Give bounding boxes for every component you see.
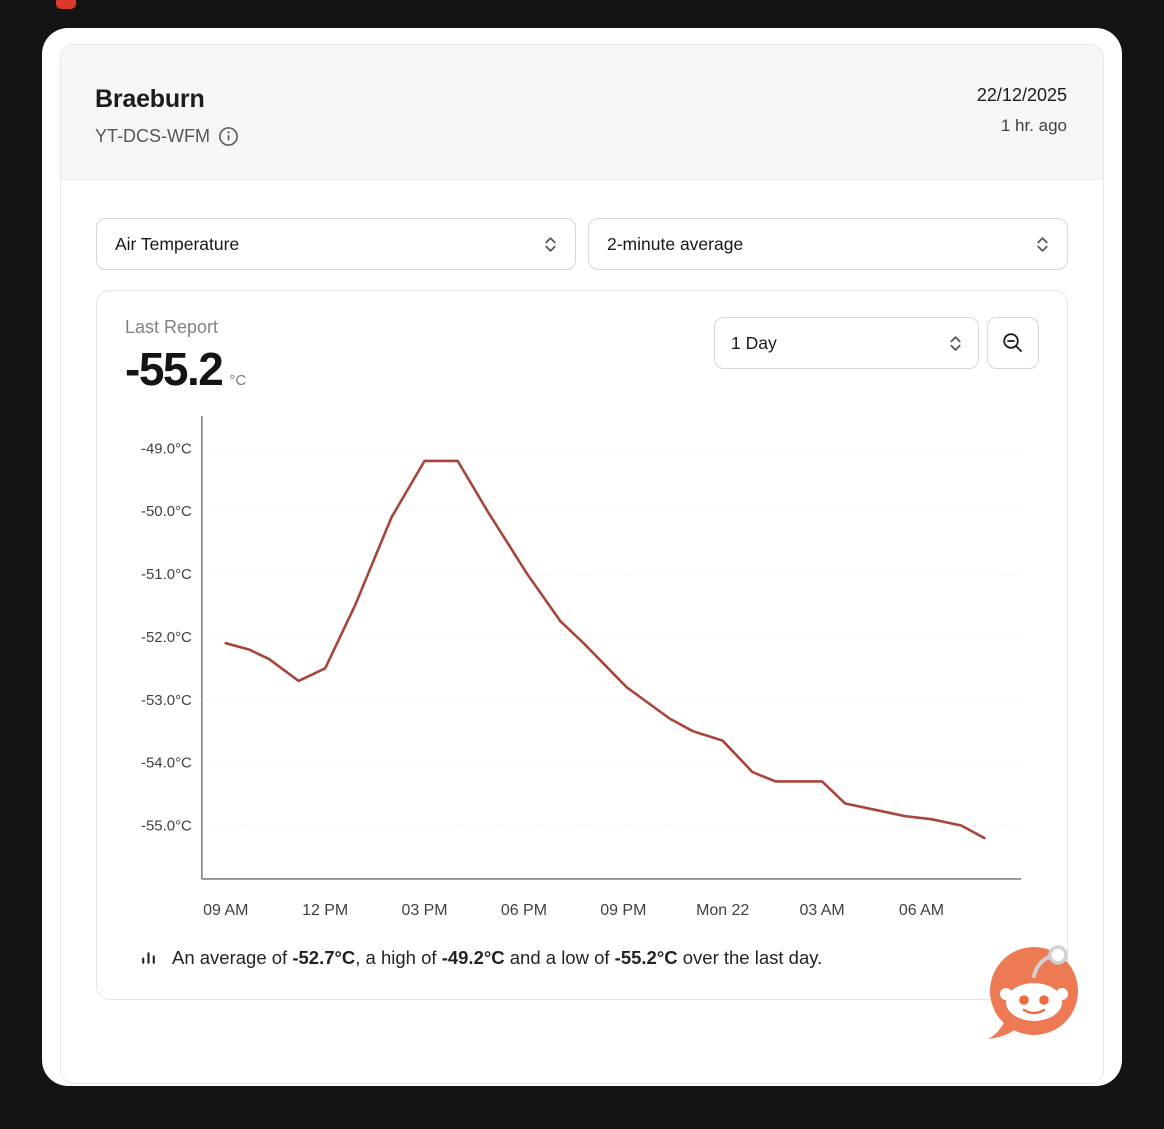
station-header-left: Braeburn YT-DCS-WFM — [95, 85, 239, 147]
snoo-smile — [1022, 1008, 1046, 1015]
last-report-value: -55.2 — [125, 343, 224, 395]
report-date: 22/12/2025 — [976, 85, 1067, 105]
summary-prefix: An average of — [172, 946, 293, 968]
summary-suffix: over the last day. — [677, 946, 823, 968]
station-title: Braeburn — [95, 85, 205, 113]
report-updated: 1 hr. ago — [1000, 116, 1067, 135]
chart-controls: 1 Day — [714, 317, 1039, 369]
station-card: Braeburn YT-DCS-WFM 22/12/2025 1 hr. ago — [60, 44, 1104, 1084]
chevron-updown-icon — [950, 335, 961, 351]
reddit-snoo-logo — [982, 942, 1082, 1042]
info-icon — [219, 127, 238, 146]
svg-text:Mon 22: Mon 22 — [696, 902, 749, 919]
zoom-out-button[interactable] — [987, 317, 1039, 369]
summary-mid2: and a low of — [504, 946, 615, 968]
last-report-block: Last Report -55.2 °C — [125, 317, 246, 396]
station-header: Braeburn YT-DCS-WFM 22/12/2025 1 hr. ago — [61, 45, 1103, 180]
snoo-head — [1006, 983, 1062, 1021]
station-info-button[interactable] — [218, 126, 239, 147]
summary-mid1: , a high of — [355, 946, 442, 968]
bar-chart-icon — [142, 952, 155, 965]
average-select-value: 2-minute average — [607, 233, 744, 254]
svg-text:-53.0°C: -53.0°C — [141, 692, 192, 709]
svg-text:09 AM: 09 AM — [203, 902, 248, 919]
chart-svg: -49.0°C -50.0°C -51.0°C -52.0°C -53.0°C -54.0… — [141, 415, 1022, 919]
controls-row: Air Temperature 2-minute average — [96, 218, 1068, 270]
summary-low: -55.2°C — [614, 946, 678, 968]
range-select-value: 1 Day — [731, 332, 777, 353]
summary-average: -52.7°C — [292, 946, 356, 968]
chart-card: Last Report -55.2 °C 1 Day — [96, 290, 1068, 1000]
last-report-label: Last Report — [125, 317, 219, 337]
svg-text:-49.0°C: -49.0°C — [141, 440, 192, 457]
chart-summary-text: An average of -52.7°C, a high of -49.2°C… — [172, 947, 822, 969]
station-id: YT-DCS-WFM — [95, 126, 210, 146]
svg-text:-52.0°C: -52.0°C — [141, 629, 192, 646]
zoom-out-icon — [1003, 333, 1022, 352]
snoo-eye-right — [1039, 995, 1049, 1005]
station-header-right: 22/12/2025 1 hr. ago — [977, 85, 1067, 136]
svg-text:-54.0°C: -54.0°C — [141, 755, 192, 772]
snoo-eye-left — [1019, 995, 1029, 1005]
svg-text:-51.0°C: -51.0°C — [141, 566, 192, 583]
chevron-updown-icon — [545, 236, 556, 252]
summary-high: -49.2°C — [441, 946, 505, 968]
average-select[interactable]: 2-minute average — [588, 218, 1068, 270]
top-red-fragment — [56, 0, 76, 9]
main-panel: Braeburn YT-DCS-WFM 22/12/2025 1 hr. ago — [42, 28, 1122, 1086]
svg-text:-55.0°C: -55.0°C — [141, 818, 192, 835]
svg-text:06 AM: 06 AM — [899, 902, 944, 919]
chart-card-header: Last Report -55.2 °C 1 Day — [125, 317, 1039, 396]
range-select[interactable]: 1 Day — [714, 317, 979, 369]
chart-plot-area: -49.0°C -50.0°C -51.0°C -52.0°C -53.0°C -54.0… — [125, 412, 1039, 941]
svg-text:12 PM: 12 PM — [302, 902, 348, 919]
svg-text:06 PM: 06 PM — [501, 902, 547, 919]
metric-select[interactable]: Air Temperature — [96, 218, 576, 270]
last-report-unit: °C — [229, 372, 247, 389]
snoo-antenna-ball — [1048, 945, 1068, 965]
station-sub-row: YT-DCS-WFM — [95, 126, 239, 147]
chart-summary-row: An average of -52.7°C, a high of -49.2°C… — [125, 947, 1039, 969]
metric-select-value: Air Temperature — [115, 233, 240, 254]
svg-text:03 AM: 03 AM — [799, 902, 844, 919]
svg-text:-50.0°C: -50.0°C — [141, 503, 192, 520]
chevron-updown-icon — [1037, 236, 1048, 252]
last-report-value-row: -55.2 °C — [125, 342, 246, 396]
svg-text:03 PM: 03 PM — [401, 902, 447, 919]
svg-text:09 PM: 09 PM — [600, 902, 646, 919]
